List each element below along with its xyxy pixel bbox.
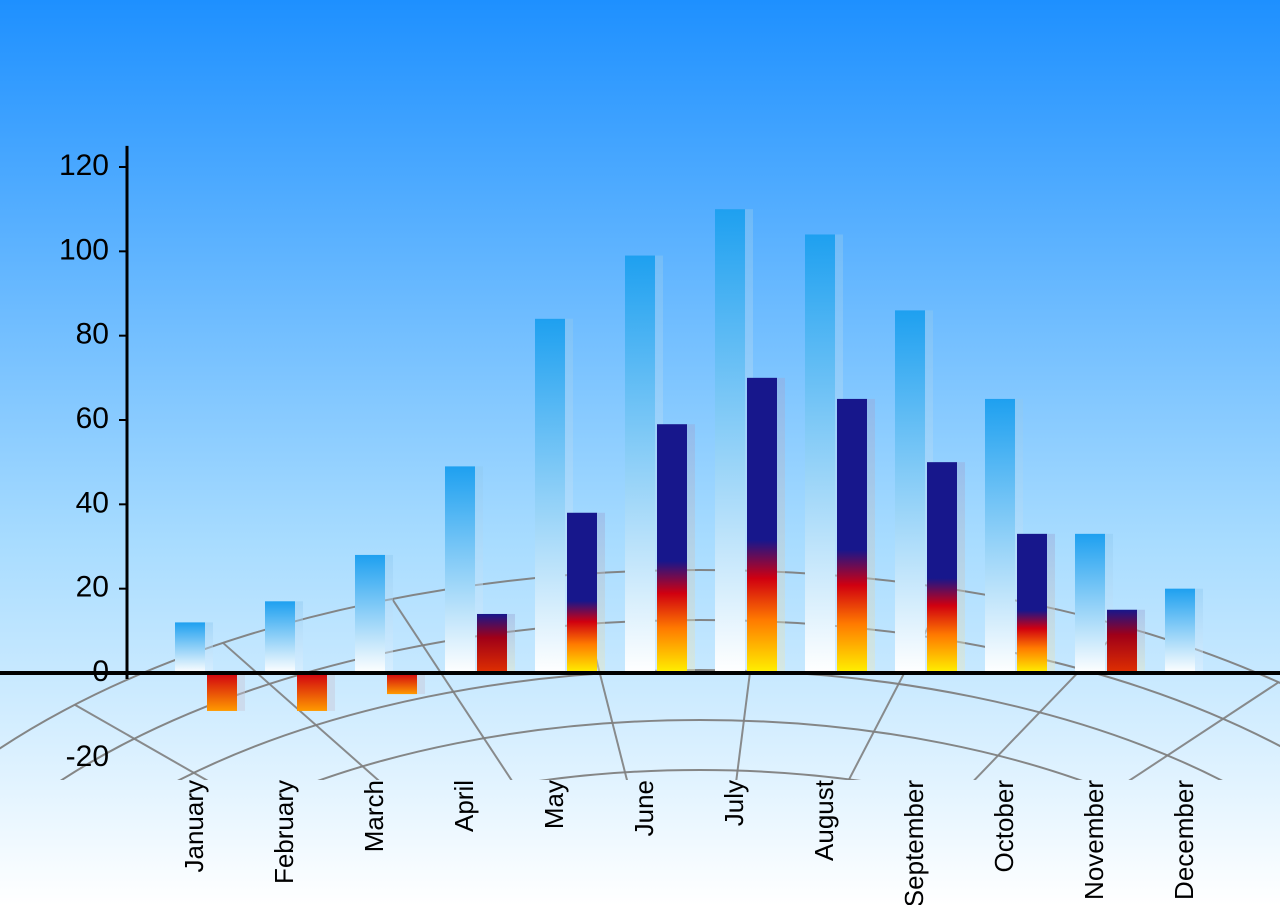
series2-bar bbox=[567, 513, 597, 673]
series1-bar bbox=[445, 466, 475, 673]
series1-bar bbox=[355, 555, 385, 673]
series1-bar bbox=[1075, 534, 1105, 673]
y-tick-label: 120 bbox=[59, 149, 109, 182]
month-label: August bbox=[809, 779, 839, 861]
month-label: October bbox=[989, 780, 1019, 873]
series1-bar bbox=[535, 319, 565, 673]
month-label: February bbox=[269, 780, 299, 884]
series1-bar bbox=[175, 622, 205, 673]
series1-bar bbox=[715, 209, 745, 673]
series2-bar bbox=[1017, 534, 1047, 673]
y-tick-label: 80 bbox=[76, 318, 109, 351]
series1-bar bbox=[265, 601, 295, 673]
y-tick-label: 100 bbox=[59, 233, 109, 266]
month-label: December bbox=[1169, 780, 1199, 900]
chart-svg: -20 0 20 40 60 80 100 120 January February March A… bbox=[0, 0, 1280, 905]
y-tick-label: 0 bbox=[92, 655, 109, 688]
series2-bar bbox=[477, 614, 507, 673]
series2-bar bbox=[747, 378, 777, 673]
y-tick-label: 40 bbox=[76, 486, 109, 519]
month-label: September bbox=[899, 780, 929, 905]
y-tick-label: 60 bbox=[76, 402, 109, 435]
series2-bar bbox=[657, 424, 687, 673]
y-tick-label: 20 bbox=[76, 571, 109, 604]
series1-bar bbox=[805, 234, 835, 673]
series1-bar bbox=[1165, 589, 1195, 673]
month-label: March bbox=[359, 780, 389, 852]
series2-bar bbox=[1107, 610, 1137, 673]
series1-bar bbox=[985, 399, 1015, 673]
month-label: June bbox=[629, 780, 659, 836]
series2-bar bbox=[927, 462, 957, 673]
month-label: November bbox=[1079, 780, 1109, 900]
month-label: April bbox=[449, 780, 479, 832]
month-label: May bbox=[539, 780, 569, 829]
monthly-bar-chart: -20 0 20 40 60 80 100 120 January February March A… bbox=[0, 0, 1280, 905]
y-tick-label: -20 bbox=[66, 740, 109, 773]
month-label: July bbox=[719, 780, 749, 826]
series2-bar-negative bbox=[387, 673, 417, 694]
series2-bar-negative bbox=[207, 673, 237, 711]
series2-bar-negative bbox=[297, 673, 327, 711]
series2-bar bbox=[837, 399, 867, 673]
series1-bar bbox=[625, 256, 655, 673]
series1-bar bbox=[895, 310, 925, 673]
month-label: January bbox=[179, 780, 209, 873]
